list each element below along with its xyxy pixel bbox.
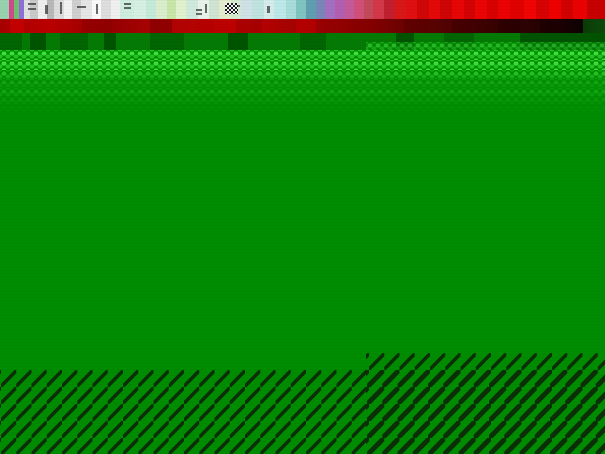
pastel-segment — [286, 0, 296, 19]
pastel-segment — [296, 0, 306, 19]
red-flicker-block — [10, 19, 24, 33]
green-patch — [104, 33, 116, 50]
green-patch — [300, 33, 326, 50]
pastel-segment — [274, 0, 286, 19]
pastel-segment — [209, 0, 219, 19]
pastel-segment — [561, 0, 573, 19]
pastel-segment — [38, 0, 47, 19]
pastel-segment — [510, 0, 524, 19]
pastel-segment — [186, 0, 198, 19]
debris-fragment — [196, 9, 202, 11]
pastel-segment — [0, 0, 9, 19]
pastel-segment — [406, 0, 417, 19]
pastel-segment — [111, 0, 120, 19]
pastel-segment — [345, 0, 354, 19]
speckle-band-dense — [0, 50, 605, 60]
pastel-segment — [54, 0, 64, 19]
debris-fragment — [45, 5, 48, 14]
pastel-segment — [417, 0, 429, 19]
pastel-segment — [316, 0, 325, 19]
pastel-segment — [475, 0, 487, 19]
speckle-band-trace — [0, 104, 605, 112]
red-flicker-block — [150, 19, 172, 33]
red-flicker-block — [296, 19, 316, 33]
checker-artifact-icon — [225, 3, 238, 14]
pastel-segment — [176, 0, 186, 19]
green-patch — [60, 33, 88, 50]
pastel-segment — [198, 0, 209, 19]
pastel-segment — [72, 0, 81, 19]
pastel-segment — [335, 0, 345, 19]
pastel-segment — [9, 0, 14, 19]
pastel-segment — [549, 0, 561, 19]
pastel-segment — [464, 0, 475, 19]
pastel-segment — [524, 0, 536, 19]
debris-fragment — [96, 4, 98, 14]
pastel-segment — [101, 0, 111, 19]
pastel-segment — [325, 0, 335, 19]
pastel-segment — [81, 0, 92, 19]
pastel-segment — [429, 0, 440, 19]
pastel-segment — [47, 0, 54, 19]
pastel-segment — [252, 0, 264, 19]
pastel-segment — [587, 0, 605, 19]
pastel-segment — [167, 0, 176, 19]
green-patch — [0, 33, 22, 50]
pastel-segment — [452, 0, 464, 19]
pastel-segment — [241, 0, 252, 19]
pastel-segment — [134, 0, 146, 19]
debris-fragment — [77, 6, 86, 8]
red-flicker-block — [82, 19, 112, 33]
debris-fragment — [124, 7, 131, 9]
debris-fragment — [124, 3, 131, 5]
pastel-segment — [373, 0, 384, 19]
debris-fragment — [205, 4, 207, 13]
green-patch — [150, 33, 184, 50]
speckle-band-medium — [0, 70, 605, 79]
pastel-segment — [146, 0, 156, 19]
debris-fragment — [196, 13, 202, 15]
speckle-band-light — [0, 88, 605, 96]
debris-fragment — [267, 6, 270, 13]
debris-fragment — [60, 2, 62, 14]
red-flicker-block — [404, 19, 428, 33]
speckle-band-dense — [0, 60, 605, 70]
pastel-segment — [64, 0, 72, 19]
pastel-segment — [364, 0, 373, 19]
red-flicker-block — [352, 19, 368, 33]
pastel-segment — [440, 0, 452, 19]
red-flicker-block — [498, 19, 520, 33]
green-patch — [228, 33, 248, 50]
pastel-segment — [573, 0, 587, 19]
red-flicker-block — [196, 19, 214, 33]
red-gradient-bar — [0, 19, 605, 33]
pastel-segment — [19, 0, 24, 19]
red-flicker-block — [540, 19, 558, 33]
pastel-segment — [14, 0, 19, 19]
speckle-band-faint — [0, 96, 605, 104]
pastel-segment — [384, 0, 394, 19]
green-patch — [30, 33, 46, 50]
pastel-segment — [306, 0, 316, 19]
speckle-band-light — [0, 79, 605, 88]
pastel-segment — [487, 0, 498, 19]
pastel-segment — [24, 0, 30, 19]
flat-green-field — [0, 112, 605, 353]
tick-grid-left — [0, 370, 605, 454]
pastel-segment — [156, 0, 167, 19]
pastel-segment — [536, 0, 549, 19]
pastel-segment — [394, 0, 406, 19]
pastel-segment — [354, 0, 364, 19]
red-flicker-block — [452, 19, 472, 33]
debris-fragment — [28, 3, 36, 5]
debris-fragment — [28, 8, 36, 10]
red-flicker-block — [236, 19, 262, 33]
pastel-segment — [498, 0, 510, 19]
pastel-noise-strip — [0, 0, 605, 19]
